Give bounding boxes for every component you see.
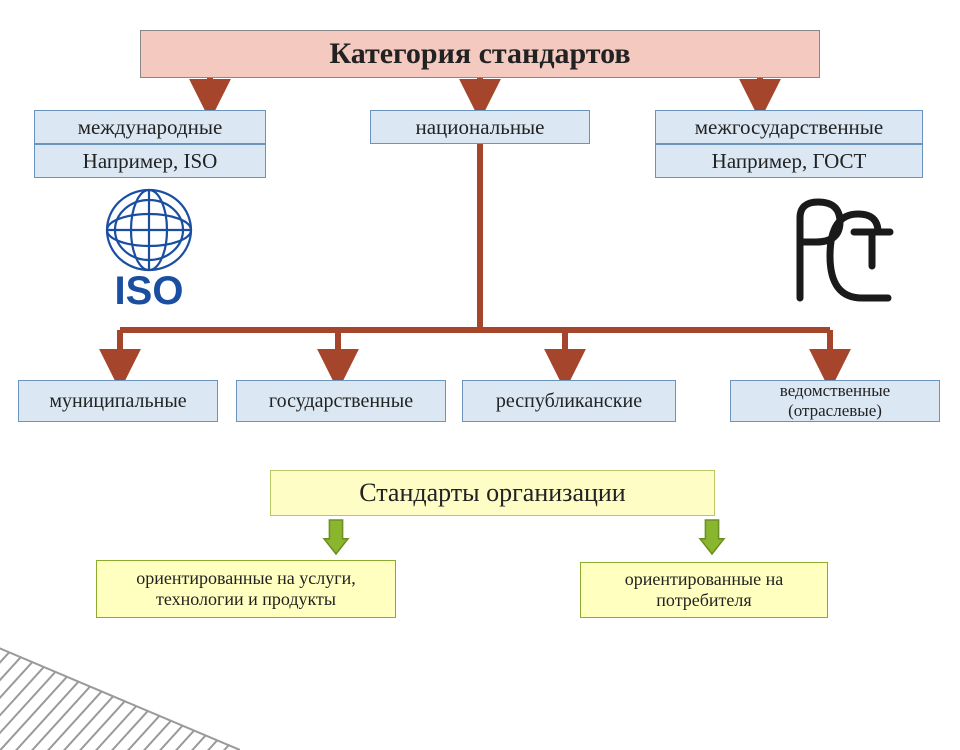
level2-departmental: ведомственные (отраслевые): [730, 380, 940, 422]
level1-national-label: национальные: [415, 115, 544, 139]
level1-interstate: межгосударственные: [655, 110, 923, 144]
org-leaf-services-label: ориентированные на услуги, технологии и …: [136, 568, 355, 609]
level2-municipal: муниципальные: [18, 380, 218, 422]
level2-departmental-label: ведомственные (отраслевые): [780, 381, 890, 420]
level1-interstate-example: Например, ГОСТ: [655, 144, 923, 178]
iso-logo: ISO: [74, 186, 224, 321]
pct-logo: [770, 190, 900, 325]
level1-intl-example: Например, ISO: [34, 144, 266, 178]
green-arrow-0: [324, 520, 348, 554]
level1-intl-label: международные: [78, 115, 223, 139]
level2-municipal-label: муниципальные: [49, 390, 186, 413]
level2-state: государственные: [236, 380, 446, 422]
level2-republican-label: республиканские: [496, 390, 642, 413]
svg-text:ISO: ISO: [115, 269, 184, 313]
corner-hatch-decoration: [0, 610, 240, 750]
org-leaf-consumer: ориентированные на потребителя: [580, 562, 828, 618]
level1-national: национальные: [370, 110, 590, 144]
org-leaf-consumer-label: ориентированные на потребителя: [625, 569, 783, 610]
title-box-label: Категория стандартов: [329, 37, 630, 72]
level1-intl-example-label: Например, ISO: [83, 149, 218, 173]
level1-interstate-label: межгосударственные: [695, 115, 883, 139]
org-title-label: Стандарты организации: [359, 478, 625, 508]
level2-republican: республиканские: [462, 380, 676, 422]
level1-interstate-example-label: Например, ГОСТ: [712, 149, 867, 173]
org-title: Стандарты организации: [270, 470, 715, 516]
title-box: Категория стандартов: [140, 30, 820, 78]
green-arrow-1: [700, 520, 724, 554]
level2-state-label: государственные: [269, 390, 413, 413]
level1-intl: международные: [34, 110, 266, 144]
